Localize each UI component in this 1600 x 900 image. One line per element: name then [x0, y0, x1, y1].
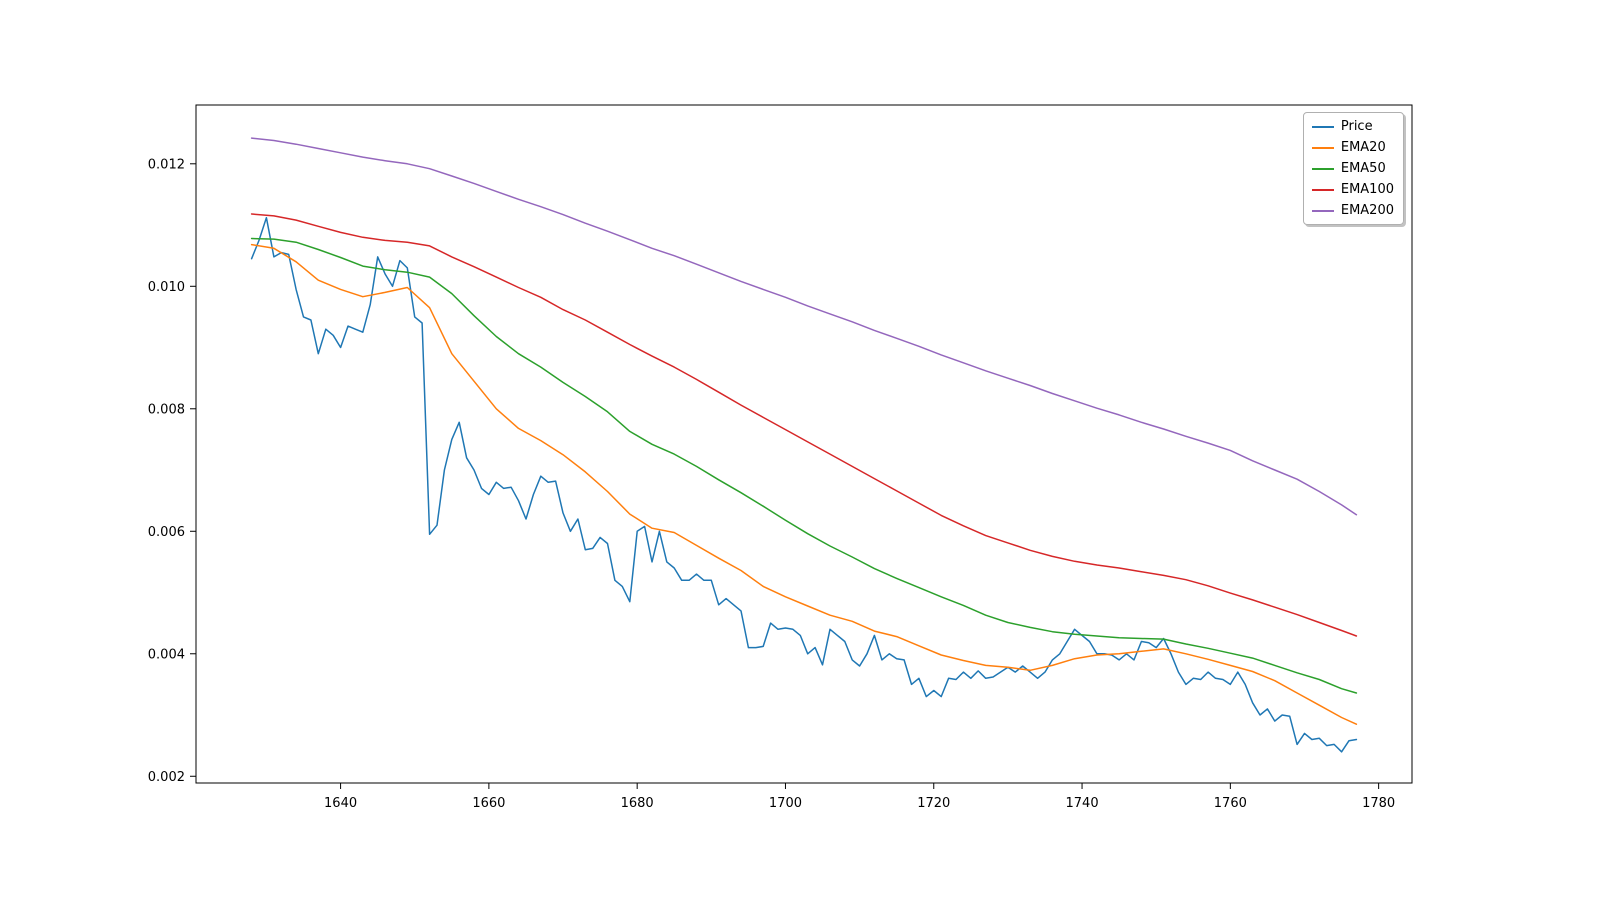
legend-line-swatch: [1311, 188, 1334, 191]
legend-item-ema200: EMA200: [1311, 202, 1394, 219]
x-tick-label: 1660: [472, 796, 505, 811]
x-tick-label: 1780: [1362, 796, 1395, 811]
legend-label: EMA100: [1340, 182, 1394, 197]
legend-line-swatch: [1311, 146, 1334, 149]
legend-item-ema20: EMA20: [1311, 139, 1394, 156]
axes-frame: [195, 104, 1413, 784]
x-tick-label: 1740: [1066, 796, 1099, 811]
legend-line-swatch: [1311, 125, 1334, 128]
y-tick-label: 0.002: [148, 770, 185, 785]
x-tick-label: 1700: [769, 796, 802, 811]
series-line-price: [250, 216, 1358, 753]
y-tick-label: 0.010: [148, 280, 185, 295]
y-tick-label: 0.006: [148, 525, 185, 540]
legend-label: Price: [1340, 119, 1373, 134]
y-tick-label: 0.012: [148, 157, 185, 172]
legend-item-price: Price: [1311, 118, 1394, 135]
x-tick-label: 1720: [917, 796, 950, 811]
x-tick-label: 1680: [621, 796, 654, 811]
y-tick-label: 0.004: [148, 647, 185, 662]
series-line-ema200: [250, 137, 1358, 516]
legend-label: EMA20: [1340, 140, 1386, 155]
legend-label: EMA50: [1340, 161, 1386, 176]
legend-item-ema100: EMA100: [1311, 181, 1394, 198]
legend-item-ema50: EMA50: [1311, 160, 1394, 177]
series-line-ema50: [250, 237, 1358, 694]
y-tick-label: 0.008: [148, 402, 185, 417]
x-tick-label: 1640: [324, 796, 357, 811]
series-line-ema20: [250, 243, 1358, 725]
legend-line-swatch: [1311, 209, 1334, 212]
series-line-ema100: [250, 213, 1358, 637]
x-tick-label: 1760: [1214, 796, 1247, 811]
legend-label: EMA200: [1340, 203, 1394, 218]
legend: Price EMA20 EMA50 EMA100 EMA200: [1302, 112, 1404, 225]
legend-line-swatch: [1311, 167, 1334, 170]
